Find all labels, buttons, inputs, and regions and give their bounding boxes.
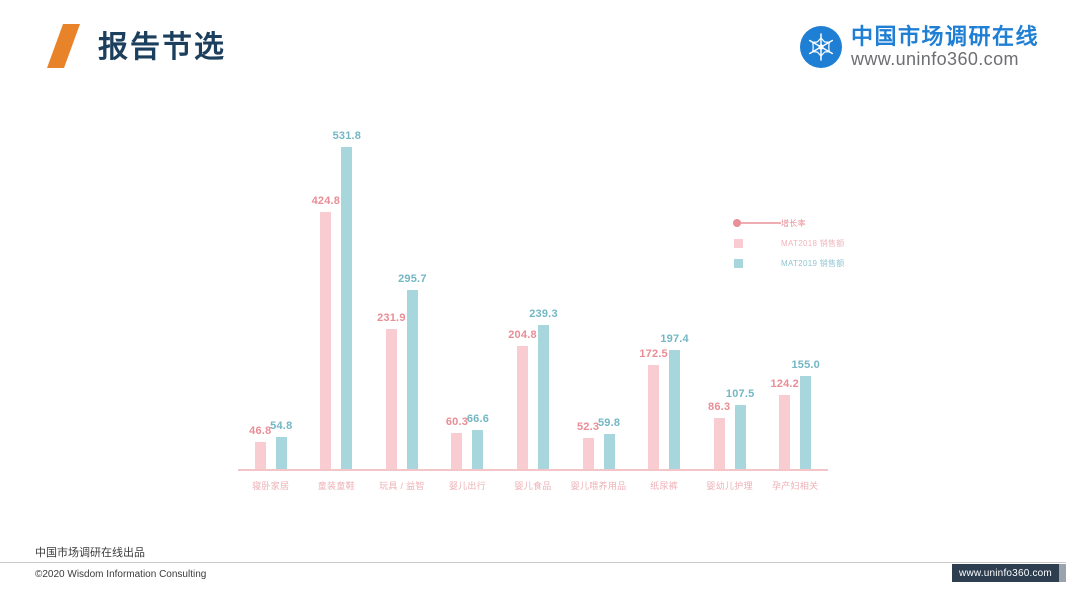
- bar-column[interactable]: 124.2: [770, 95, 799, 470]
- bar[interactable]: [341, 147, 353, 470]
- legend-label-mat2018: MAT2018 销售额: [781, 238, 845, 248]
- bar[interactable]: [275, 436, 287, 470]
- bar-value-label: 52.3: [576, 421, 600, 434]
- bar[interactable]: [406, 290, 418, 470]
- x-axis-tick-label: 玩具 / 益智: [379, 481, 425, 491]
- bar[interactable]: [734, 404, 746, 470]
- bar-column[interactable]: 239.3: [529, 95, 558, 470]
- bar[interactable]: [800, 375, 812, 470]
- bar-value-label: 59.8: [597, 416, 621, 429]
- bar-group: 424.8 531.8: [303, 95, 369, 470]
- line-dot-marker-icon: [733, 216, 781, 230]
- bar-value-label: 204.8: [508, 328, 537, 341]
- x-axis-tick-label: 寝卧家居: [252, 481, 290, 491]
- bar-value-label: 231.9: [377, 312, 406, 325]
- orange-slash-icon: [46, 24, 81, 68]
- chart-legend: 增长率 MAT2018 销售额 MAT2019 销售额: [733, 213, 853, 273]
- bar-column[interactable]: 107.5: [726, 95, 754, 470]
- legend-item-mat2018[interactable]: MAT2018 销售额: [733, 233, 853, 253]
- bar-column[interactable]: 172.5: [639, 95, 668, 470]
- x-axis-tick-label: 童装童鞋: [317, 481, 355, 491]
- bar[interactable]: [648, 365, 660, 470]
- bar-column[interactable]: 46.8: [249, 95, 271, 470]
- bar[interactable]: [669, 350, 681, 470]
- bar[interactable]: [582, 438, 594, 470]
- footer-divider: [0, 562, 1066, 563]
- logo-text-group: 中国市场调研在线 www.uninfo360.com: [851, 24, 1039, 70]
- x-axis-line: [238, 469, 828, 471]
- bar-column[interactable]: 52.3: [577, 95, 599, 470]
- bar[interactable]: [603, 433, 615, 470]
- x-axis-tick-label: 纸尿裤: [650, 481, 679, 491]
- bar-value-label: 155.0: [791, 358, 820, 371]
- chart-container: 46.8 54.8 424.8 531.8 231.9 295.7 60.3 66.6 204.…: [0, 95, 1066, 515]
- bar[interactable]: [451, 433, 463, 470]
- bar[interactable]: [320, 212, 332, 470]
- bar-value-label: 46.8: [249, 424, 272, 437]
- bar-value-label: 531.8: [332, 130, 362, 143]
- bar-column[interactable]: 424.8: [312, 95, 340, 470]
- bar-column[interactable]: 54.8: [270, 95, 292, 470]
- bar-group: 46.8 54.8: [238, 95, 304, 470]
- logo-website-url: www.uninfo360.com: [850, 49, 1019, 69]
- bar-group: 86.3 107.5: [697, 95, 763, 470]
- square-marker-icon-2019: [733, 256, 781, 270]
- square-marker-icon-2018: [733, 236, 781, 250]
- bar-chart-plot: 46.8 54.8 424.8 531.8 231.9 295.7 60.3 66.6 204.…: [238, 95, 828, 470]
- footer-copyright: ©2020 Wisdom Information Consulting: [35, 569, 207, 580]
- bar[interactable]: [713, 417, 725, 470]
- bar[interactable]: [254, 441, 266, 470]
- footer-url-badge[interactable]: www.uninfo360.com: [952, 564, 1059, 582]
- bar-column[interactable]: 197.4: [660, 95, 689, 470]
- bar-value-label: 86.3: [708, 400, 731, 413]
- bar-group: 172.5 197.4: [631, 95, 697, 470]
- bar[interactable]: [538, 324, 549, 470]
- bar-column[interactable]: 204.8: [508, 95, 537, 470]
- bar-group: 52.3 59.8: [566, 95, 632, 470]
- bar-column[interactable]: 531.8: [333, 95, 361, 470]
- logo-company-name: 中国市场调研在线: [850, 24, 1039, 49]
- bar-group: 60.3 66.6: [434, 95, 500, 470]
- bar-column[interactable]: 60.3: [446, 95, 468, 470]
- x-axis-tick-label: 婴幼儿护理: [706, 481, 753, 491]
- bar-column[interactable]: 231.9: [377, 95, 405, 470]
- x-axis-tick-label: 婴儿出行: [448, 481, 487, 491]
- footer-caption: 中国市场调研在线出品: [35, 547, 145, 559]
- bar-value-label: 197.4: [660, 333, 689, 346]
- bar-group: 231.9 295.7: [369, 95, 435, 470]
- bar-group: 204.8 239.3: [500, 95, 566, 470]
- bar-value-label: 239.3: [529, 307, 558, 320]
- brand-logo[interactable]: 中国市场调研在线 www.uninfo360.com: [799, 24, 1039, 70]
- bar-column[interactable]: 66.6: [467, 95, 489, 470]
- legend-label-mat2019: MAT2019 销售额: [781, 258, 845, 268]
- legend-item-mat2019[interactable]: MAT2019 销售额: [733, 253, 853, 273]
- bar-column[interactable]: 59.8: [598, 95, 620, 470]
- bar-value-label: 60.3: [445, 416, 469, 429]
- footer-badge-tail: [1059, 564, 1066, 582]
- bar[interactable]: [517, 345, 528, 470]
- snowflake-circle-icon: [799, 26, 842, 68]
- legend-label-growth-rate: 增长率: [781, 218, 806, 228]
- x-axis-tick-label: 婴儿食品: [514, 481, 552, 491]
- bar-column[interactable]: 295.7: [398, 95, 426, 470]
- bar-value-label: 295.7: [398, 273, 427, 286]
- bar-value-label: 66.6: [466, 412, 490, 425]
- page-title: 报告节选: [98, 31, 226, 64]
- x-axis-tick-label: 婴儿喂养用品: [570, 481, 627, 491]
- bar-value-label: 124.2: [770, 377, 799, 390]
- bar-value-label: 172.5: [639, 348, 668, 361]
- bar-column[interactable]: 155.0: [791, 95, 820, 470]
- bar-value-label: 54.8: [270, 419, 293, 432]
- bar[interactable]: [472, 429, 484, 470]
- x-axis-tick-label: 孕产妇相关: [771, 481, 819, 491]
- bar-value-label: 107.5: [725, 387, 755, 400]
- page-header: 报告节选 中国市场调研在线 www.uninfo360.com: [0, 0, 1066, 95]
- legend-item-growth-rate[interactable]: 增长率: [733, 213, 853, 233]
- bar-group: 124.2 155.0: [762, 95, 828, 470]
- bar-value-label: 424.8: [311, 195, 341, 208]
- bar[interactable]: [779, 394, 791, 470]
- bar[interactable]: [385, 329, 397, 470]
- bar-column[interactable]: 86.3: [708, 95, 730, 470]
